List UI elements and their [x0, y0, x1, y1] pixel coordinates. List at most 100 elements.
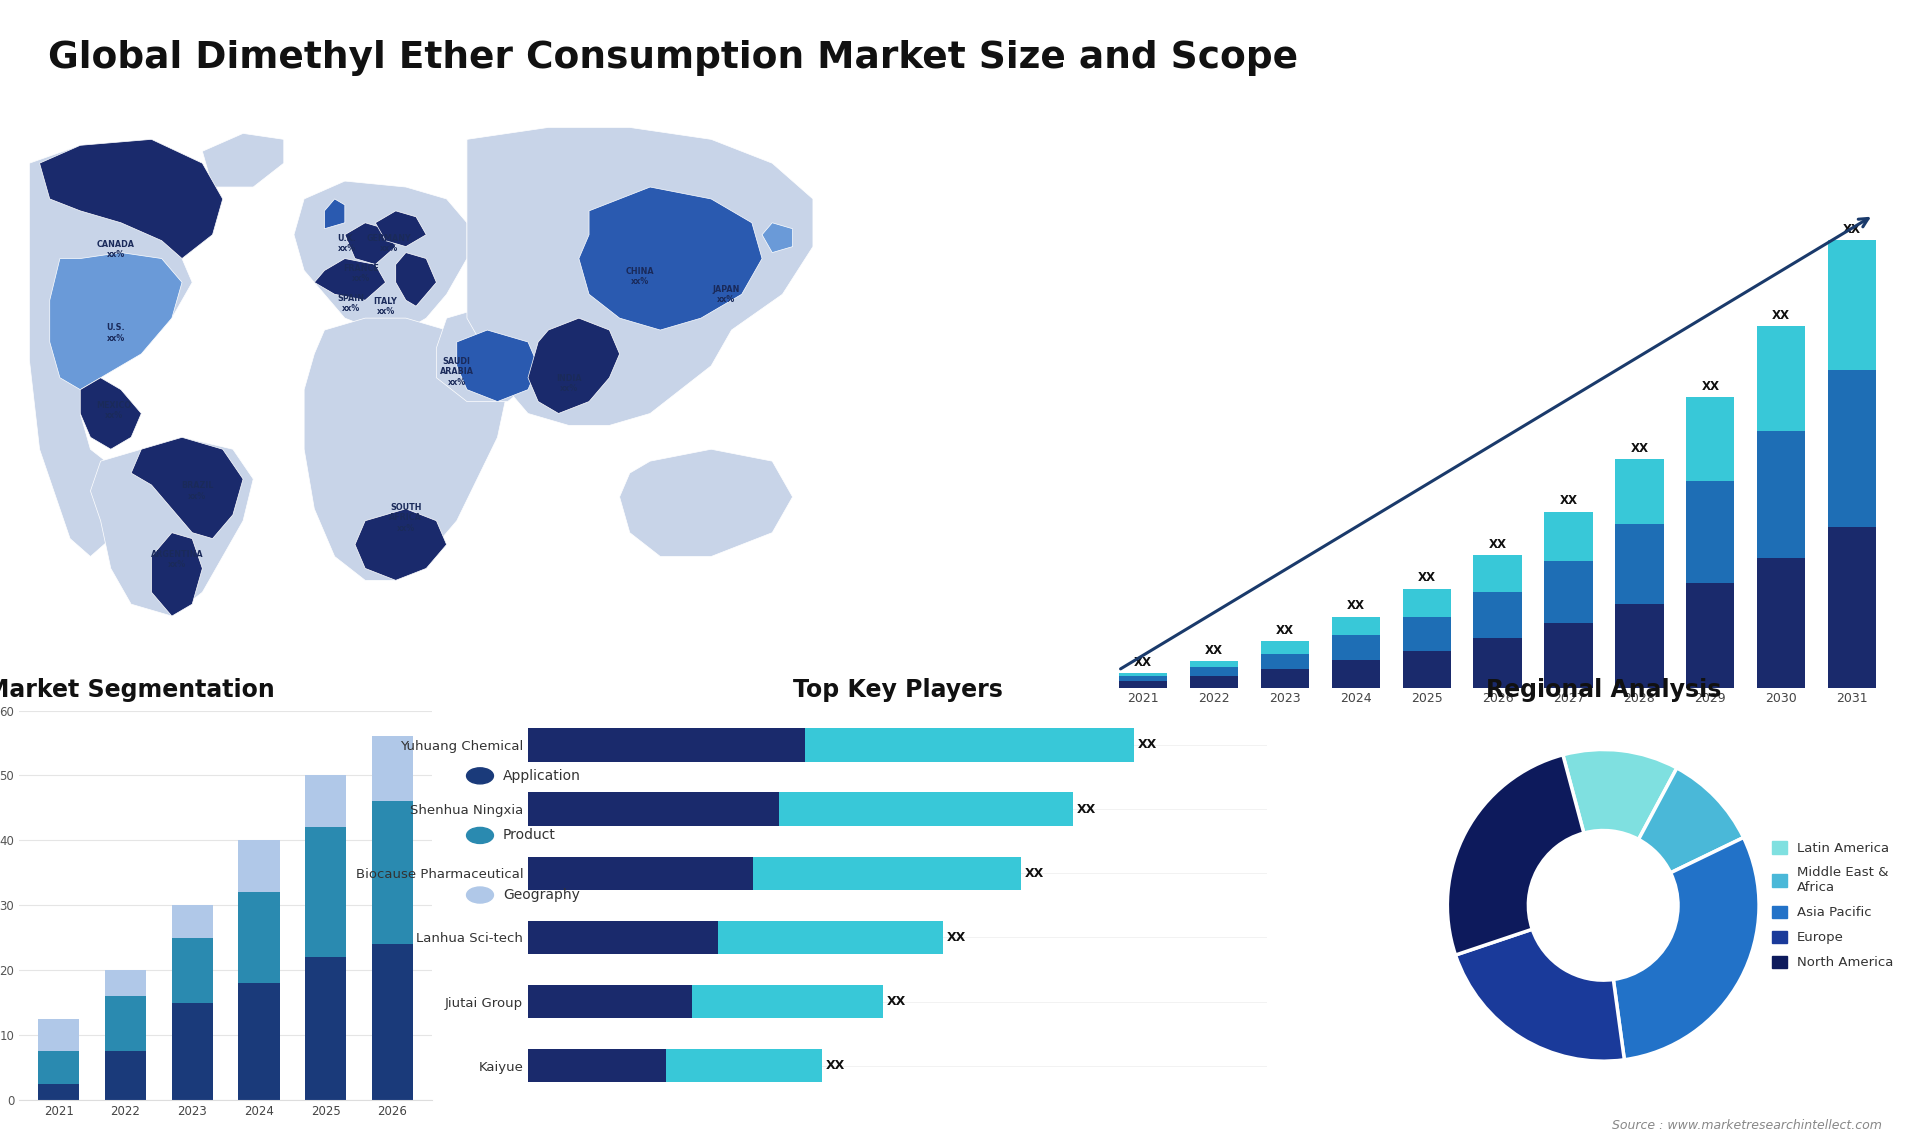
- Bar: [1119, 674, 1167, 676]
- Bar: [1261, 669, 1309, 688]
- Bar: [1473, 638, 1523, 688]
- Bar: [305, 776, 346, 827]
- Text: CHINA
xx%: CHINA xx%: [626, 267, 655, 286]
- Bar: [238, 983, 280, 1100]
- Polygon shape: [436, 306, 549, 401]
- Bar: [1828, 370, 1876, 527]
- Bar: [1615, 604, 1663, 688]
- Bar: [528, 792, 780, 826]
- Text: Product: Product: [503, 829, 557, 842]
- Text: INDIA
xx%: INDIA xx%: [557, 374, 582, 393]
- Bar: [1757, 327, 1805, 431]
- Text: ITALY
xx%: ITALY xx%: [374, 297, 397, 316]
- Polygon shape: [580, 187, 762, 330]
- Text: FRANCE
xx%: FRANCE xx%: [344, 264, 378, 283]
- Text: Application: Application: [503, 769, 582, 783]
- Bar: [1404, 589, 1452, 617]
- Bar: [305, 957, 346, 1100]
- Bar: [1686, 398, 1734, 481]
- Polygon shape: [40, 140, 223, 259]
- Text: Global Dimethyl Ether Consumption Market Size and Scope: Global Dimethyl Ether Consumption Market…: [48, 40, 1298, 76]
- Text: U.K.
xx%: U.K. xx%: [338, 234, 357, 253]
- Bar: [1615, 524, 1663, 604]
- Text: XX: XX: [1772, 309, 1789, 322]
- Bar: [171, 937, 213, 1003]
- Bar: [528, 920, 718, 955]
- Bar: [528, 856, 753, 890]
- Bar: [38, 1084, 79, 1100]
- Bar: [1119, 676, 1167, 682]
- Bar: [528, 728, 804, 762]
- Text: XX: XX: [1488, 537, 1507, 550]
- Text: GERMANY
xx%: GERMANY xx%: [367, 234, 411, 253]
- Text: XX: XX: [1277, 623, 1294, 637]
- Polygon shape: [376, 211, 426, 246]
- Polygon shape: [90, 438, 253, 617]
- Polygon shape: [81, 378, 142, 449]
- Polygon shape: [346, 222, 396, 265]
- Bar: [1190, 676, 1238, 688]
- Text: SOUTH
AFRICA
xx%: SOUTH AFRICA xx%: [390, 503, 422, 533]
- Text: XX: XX: [1025, 866, 1044, 880]
- Bar: [1757, 558, 1805, 688]
- Bar: [1261, 653, 1309, 669]
- Bar: [753, 856, 1021, 890]
- Polygon shape: [315, 259, 386, 300]
- Polygon shape: [152, 533, 202, 617]
- Bar: [1332, 660, 1380, 688]
- Polygon shape: [294, 181, 467, 330]
- Bar: [1261, 642, 1309, 653]
- Wedge shape: [1638, 768, 1743, 873]
- Bar: [666, 1049, 822, 1083]
- Bar: [305, 827, 346, 957]
- Bar: [693, 984, 883, 1019]
- Text: XX: XX: [1137, 738, 1156, 752]
- Text: Market Segmentation: Market Segmentation: [0, 677, 275, 701]
- Bar: [106, 971, 146, 996]
- Bar: [1190, 667, 1238, 676]
- Text: BRAZIL
xx%: BRAZIL xx%: [180, 481, 213, 501]
- Text: XX: XX: [1701, 380, 1718, 393]
- Legend: Latin America, Middle East &
Africa, Asia Pacific, Europe, North America: Latin America, Middle East & Africa, Asi…: [1766, 835, 1899, 975]
- Polygon shape: [528, 319, 620, 414]
- Bar: [1332, 635, 1380, 660]
- Bar: [372, 801, 413, 944]
- Text: MARKET
RESEARCH
INTELLECT: MARKET RESEARCH INTELLECT: [1766, 57, 1824, 93]
- Text: XX: XX: [1417, 572, 1436, 584]
- Bar: [1615, 460, 1663, 524]
- Bar: [1544, 562, 1592, 622]
- Bar: [372, 944, 413, 1100]
- Text: JAPAN
xx%: JAPAN xx%: [712, 284, 739, 304]
- Text: XX: XX: [1559, 494, 1578, 508]
- Polygon shape: [50, 252, 182, 390]
- Text: XX: XX: [1135, 656, 1152, 669]
- Bar: [106, 1052, 146, 1100]
- Bar: [38, 1052, 79, 1084]
- Bar: [238, 840, 280, 893]
- Bar: [528, 984, 693, 1019]
- Bar: [780, 792, 1073, 826]
- Bar: [1828, 527, 1876, 688]
- Bar: [1190, 661, 1238, 667]
- Polygon shape: [202, 133, 284, 187]
- Polygon shape: [303, 319, 507, 580]
- Polygon shape: [29, 140, 223, 557]
- Text: SAUDI
ARABIA
xx%: SAUDI ARABIA xx%: [440, 356, 474, 386]
- Text: ARGENTINA
xx%: ARGENTINA xx%: [150, 550, 204, 570]
- Bar: [1686, 582, 1734, 688]
- Wedge shape: [1448, 755, 1584, 955]
- Bar: [718, 920, 943, 955]
- Wedge shape: [1455, 929, 1624, 1061]
- Polygon shape: [762, 222, 793, 252]
- Text: U.S.
xx%: U.S. xx%: [106, 323, 125, 343]
- Bar: [1757, 431, 1805, 558]
- Text: CANADA
xx%: CANADA xx%: [96, 240, 134, 259]
- Text: XX: XX: [1206, 644, 1223, 657]
- Text: XX: XX: [826, 1059, 845, 1073]
- Polygon shape: [396, 252, 436, 306]
- Wedge shape: [1613, 838, 1759, 1060]
- Polygon shape: [355, 509, 447, 580]
- Text: MEXICO
xx%: MEXICO xx%: [96, 401, 131, 421]
- Text: Source : www.marketresearchintellect.com: Source : www.marketresearchintellect.com: [1611, 1120, 1882, 1132]
- Text: XX: XX: [887, 995, 906, 1008]
